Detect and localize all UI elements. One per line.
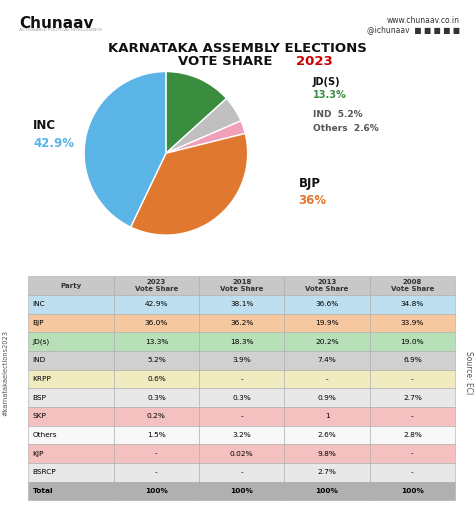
Wedge shape [84, 72, 166, 227]
Wedge shape [131, 133, 247, 235]
Text: Chunaav: Chunaav [19, 16, 93, 31]
Text: JD(S): JD(S) [313, 77, 340, 87]
Wedge shape [166, 99, 241, 153]
Text: BJP: BJP [299, 177, 320, 191]
Text: 13.3%: 13.3% [313, 89, 346, 100]
Text: KARNATAKA ASSEMBLY ELECTIONS: KARNATAKA ASSEMBLY ELECTIONS [108, 42, 366, 55]
Wedge shape [166, 121, 245, 153]
Text: ACTIONABLE POLITICAL INTELLIGENCE: ACTIONABLE POLITICAL INTELLIGENCE [19, 28, 102, 32]
Text: www.chunaav.co.in: www.chunaav.co.in [387, 16, 460, 26]
Wedge shape [166, 72, 227, 153]
Text: INC: INC [33, 119, 56, 132]
Text: Source: ECI: Source: ECI [464, 352, 473, 394]
Text: #karnatakaelections2023: #karnatakaelections2023 [3, 330, 9, 416]
Text: 2023: 2023 [296, 55, 333, 67]
Text: VOTE SHARE: VOTE SHARE [178, 55, 277, 67]
Text: 36%: 36% [299, 194, 327, 207]
Text: 42.9%: 42.9% [33, 136, 74, 150]
Text: Others  2.6%: Others 2.6% [313, 124, 379, 133]
Text: @ichunaav  ■ ■ ■ ■ ■: @ichunaav ■ ■ ■ ■ ■ [367, 26, 460, 35]
Text: IND  5.2%: IND 5.2% [313, 110, 363, 120]
